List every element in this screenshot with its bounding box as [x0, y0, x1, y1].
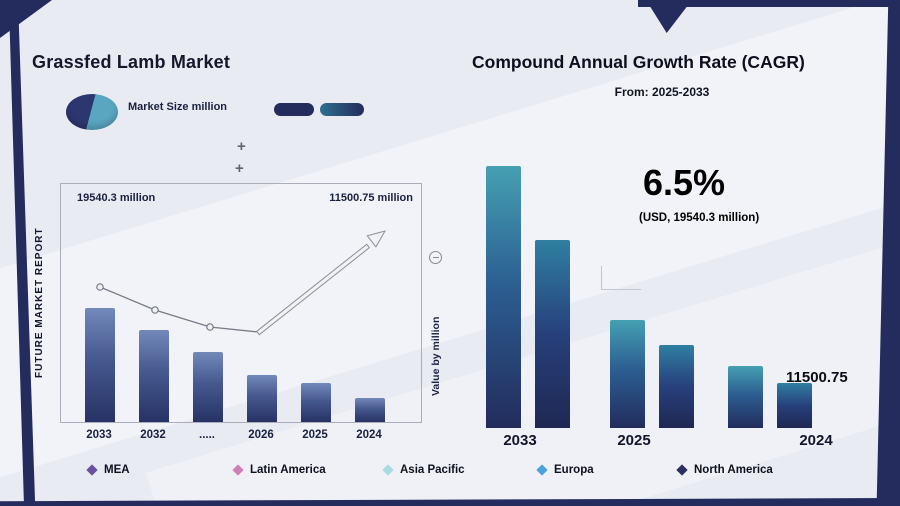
x-axis-label: 2032 — [140, 429, 166, 441]
growth-arrow-shaft — [256, 243, 370, 336]
value-label-right: 11500.75 million — [329, 192, 413, 204]
pill-icon-dark — [274, 103, 314, 116]
market-size-legend-label: Market Size million — [128, 101, 228, 113]
legend-item-latin-america: Latin America — [232, 464, 326, 476]
legend-label: Europa — [554, 464, 594, 476]
cagr-year-label: 2025 — [617, 432, 651, 449]
report-watermark-label: FUTURE MARKET REPORT — [34, 227, 45, 379]
value-axis-label: Value by million — [430, 316, 442, 396]
market-size-bar-2026 — [247, 375, 277, 422]
cagr-bar-primary-2033 — [486, 166, 521, 428]
plus-mark: + — [237, 138, 246, 155]
cagr-bar-primary-2024 — [728, 366, 763, 428]
trend-marker — [96, 283, 104, 291]
legend-item-europa: Europa — [536, 464, 594, 476]
market-size-bar-2033 — [85, 308, 115, 422]
diamond-icon — [536, 464, 548, 476]
cagr-bar-primary-2025 — [610, 320, 645, 428]
diamond-icon — [676, 464, 688, 476]
cagr-year-label: 2033 — [503, 432, 537, 449]
corner-accent-shape — [0, 0, 52, 38]
legend-label: MEA — [104, 464, 130, 476]
page-title: Grassfed Lamb Market — [32, 52, 231, 72]
pill-icon-gradient — [320, 103, 364, 116]
cagr-title: Compound Annual Growth Rate (CAGR) — [472, 52, 805, 72]
pie-icon — [66, 94, 118, 130]
plus-mark: + — [235, 160, 244, 177]
cagr-detail: (USD, 19540.3 million) — [639, 212, 760, 224]
corner-bracket-decor — [601, 266, 641, 290]
legend-item-mea: MEA — [86, 464, 130, 476]
circle-minus-icon — [429, 251, 442, 264]
legend-item-north-america: North America — [676, 464, 773, 476]
diamond-icon — [382, 464, 394, 476]
x-axis-label: 2026 — [248, 429, 274, 441]
legend-label: Latin America — [250, 464, 326, 476]
growth-arrow-head — [366, 230, 387, 248]
market-size-bar-2025 — [301, 383, 331, 422]
cagr-value: 6.5% — [643, 162, 726, 203]
top-edge-accent-shape — [638, 0, 900, 7]
x-axis-label: 2025 — [302, 429, 328, 441]
trend-marker — [151, 306, 159, 314]
legend-label: North America — [694, 464, 773, 476]
trend-line — [99, 286, 259, 333]
cagr-period: From: 2025-2033 — [614, 85, 710, 99]
cagr-bar-secondary-2024 — [777, 383, 812, 428]
legend-label: Asia Pacific — [400, 464, 465, 476]
value-label-left: 19540.3 million — [77, 192, 156, 204]
market-size-chart: 19540.3 million 11500.75 million — [60, 183, 422, 423]
x-axis-labels: 2033 2032..... 2026 2025 2024 — [60, 429, 422, 445]
x-axis-label: 2033 — [86, 429, 112, 441]
legend-item-asia-pacific: Asia Pacific — [382, 464, 465, 476]
cagr-bar-secondary-2025 — [659, 345, 694, 428]
region-legend: MEA Latin America Asia Pacific Europa North … — [0, 464, 900, 484]
bottom-edge-accent-shape — [0, 498, 900, 506]
cagr-chart: 2033 2025 2024 — [470, 160, 880, 449]
diamond-icon — [232, 464, 244, 476]
x-axis-label: ..... — [199, 429, 215, 441]
diamond-icon — [86, 464, 98, 476]
market-size-bar-2024 — [355, 398, 385, 422]
cagr-bar-secondary-2033 — [535, 240, 570, 428]
x-axis-label: 2024 — [356, 429, 382, 441]
market-size-bar-..... — [193, 352, 223, 422]
trend-line-overlay — [96, 230, 387, 336]
top-accent-flag-shape — [646, 0, 692, 33]
trend-marker — [206, 323, 214, 331]
value-callout: 11500.75 — [786, 369, 848, 386]
cagr-year-label: 2024 — [799, 432, 833, 449]
market-size-bar-2032 — [139, 330, 169, 422]
